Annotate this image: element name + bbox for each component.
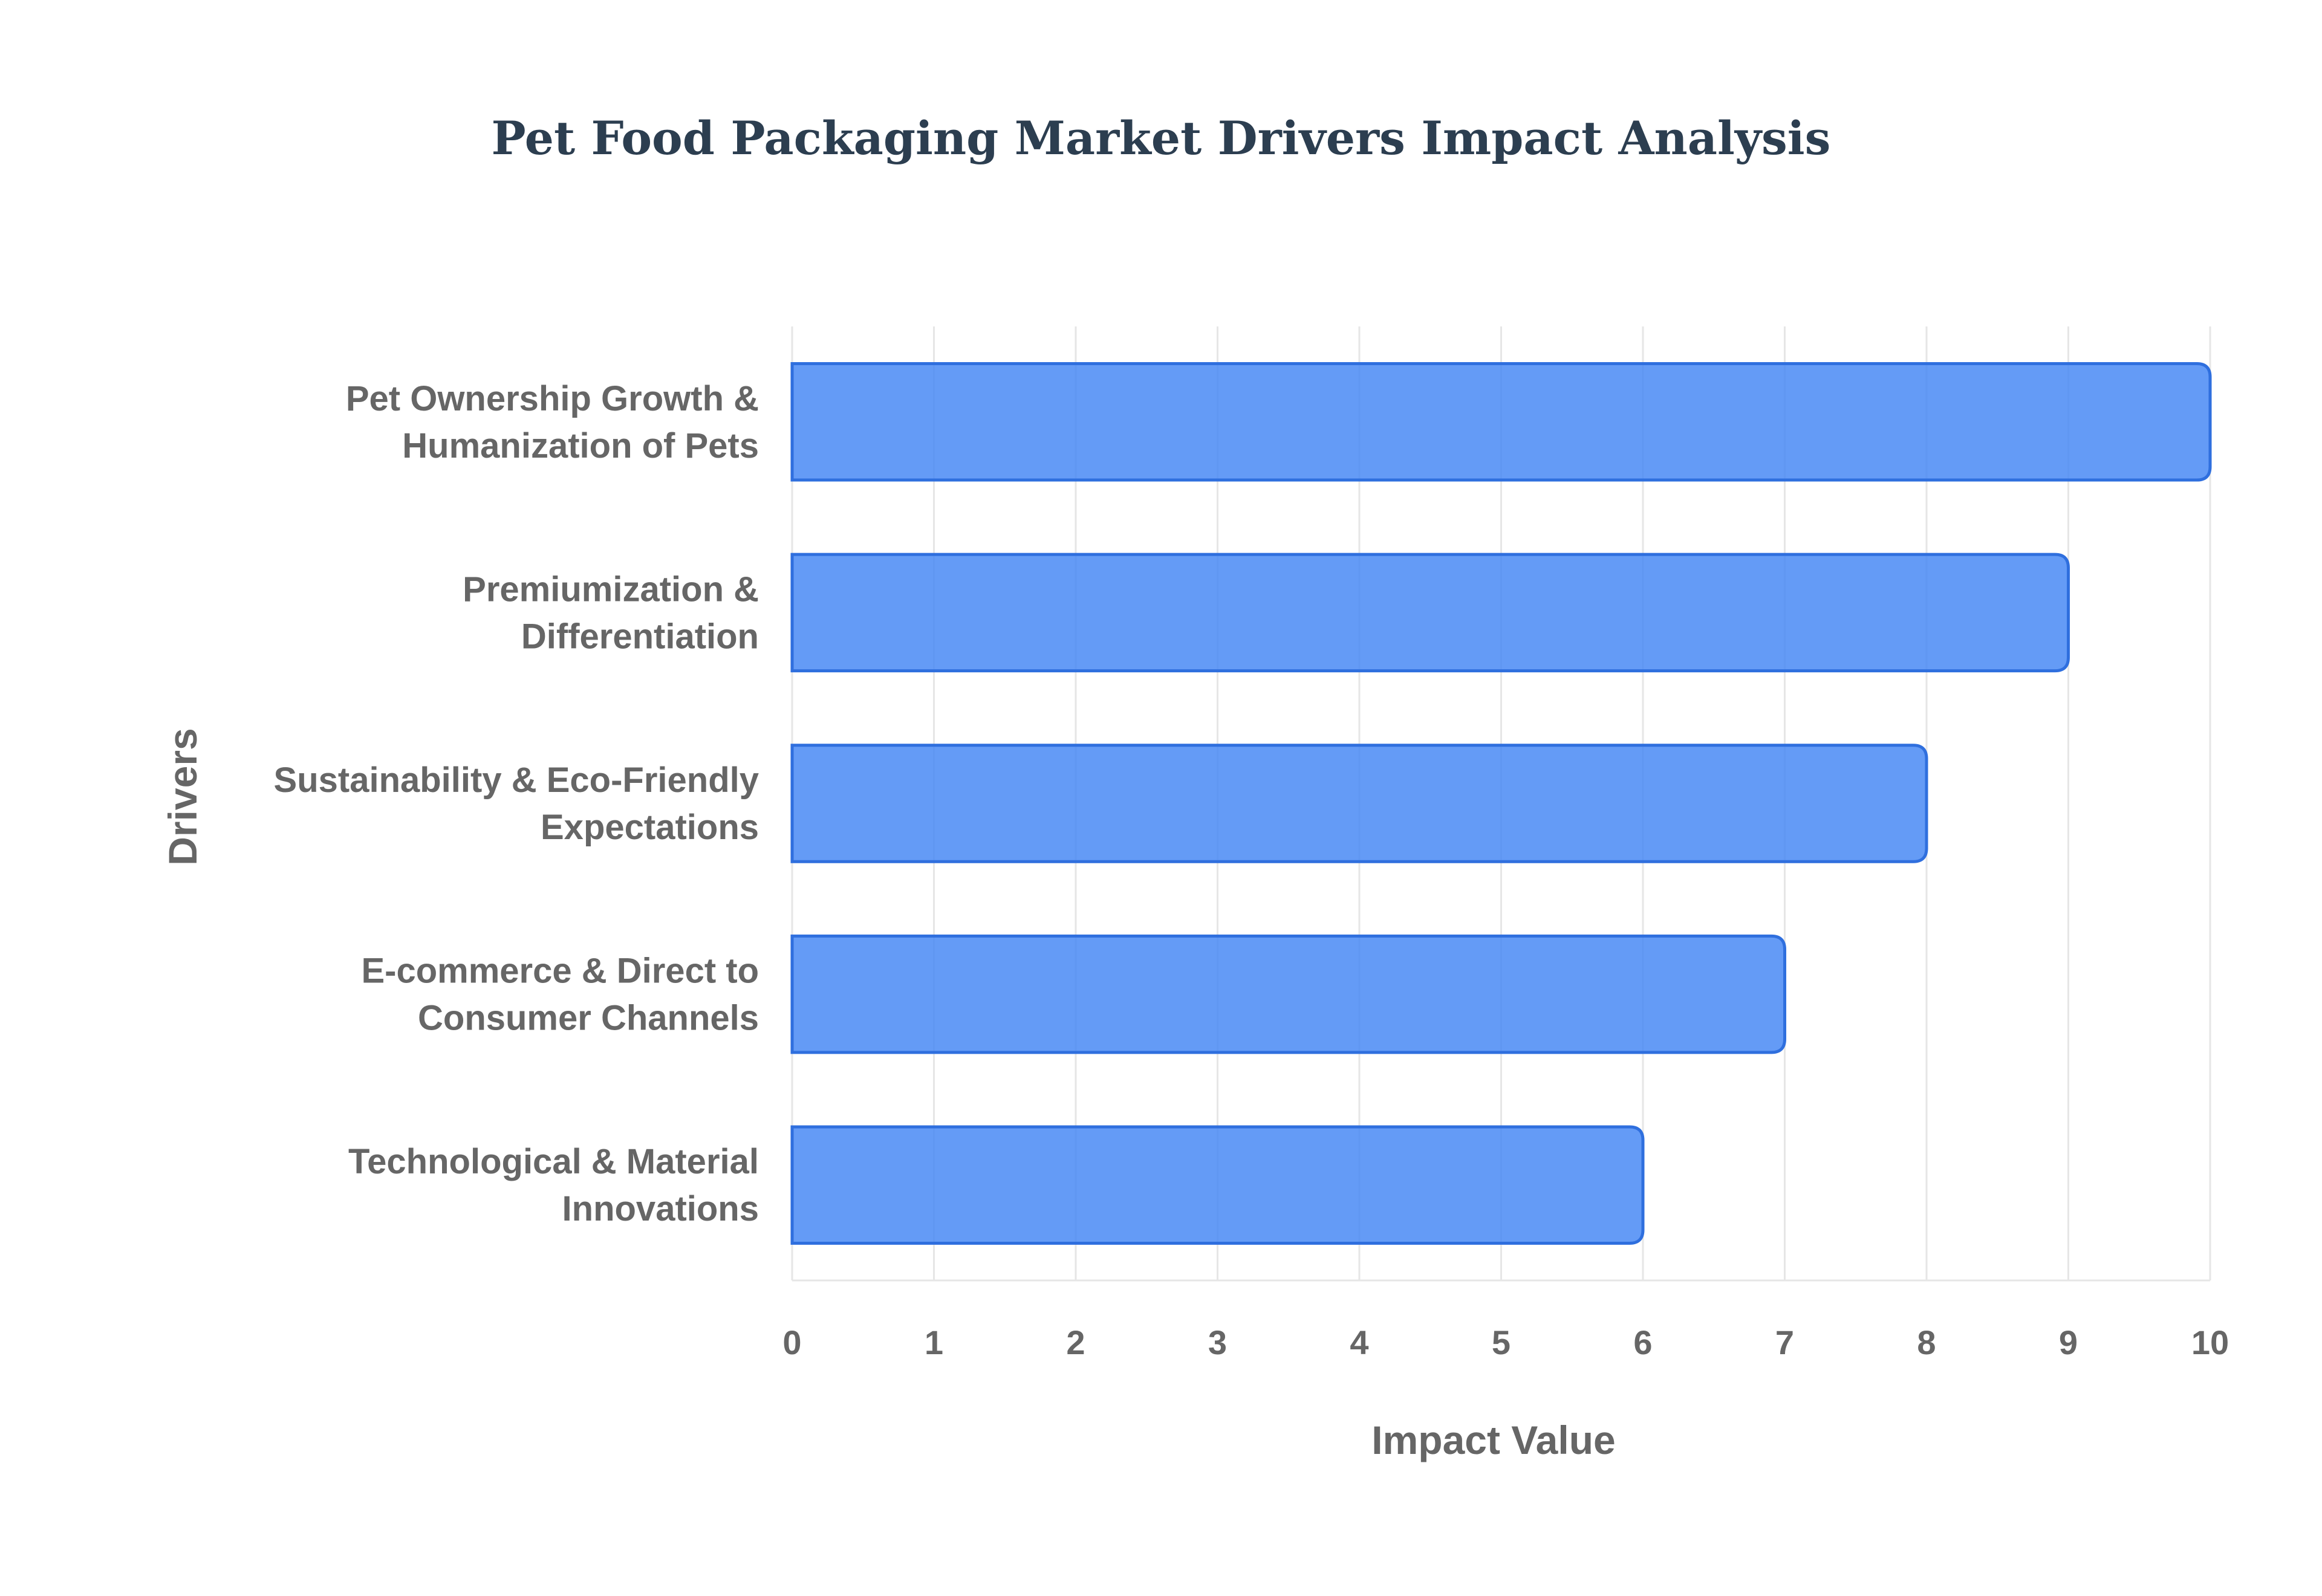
x-tick-label-7: 7: [1775, 1323, 1794, 1361]
x-tick-label-2: 2: [1066, 1323, 1085, 1361]
y-axis-title: Drivers: [160, 728, 205, 866]
bars: [790, 362, 2212, 1245]
category-label-0-line-1: Humanization of Pets: [402, 426, 759, 465]
x-tick-label-8: 8: [1917, 1323, 1936, 1361]
category-label-0-line-0: Pet Ownership Growth &: [346, 379, 759, 418]
category-label-1-line-1: Differentiation: [521, 617, 759, 656]
category-labels: Pet Ownership Growth & Humanization of Pe…: [274, 379, 759, 1228]
x-tick-label-3: 3: [1208, 1323, 1227, 1361]
category-label-3-line-1: Consumer Channels: [418, 999, 759, 1038]
x-tick-label-10: 10: [2191, 1323, 2229, 1361]
category-label-3-line-0: E-commerce & Direct to: [361, 952, 759, 991]
x-axis-title: Impact Value: [1371, 1418, 1616, 1462]
bar-4[interactable]: [790, 1125, 1645, 1245]
x-tick-label-9: 9: [2059, 1323, 2078, 1361]
category-label-1-line-0: Premiumization &: [463, 569, 759, 609]
category-label-4-line-0: Technological & Material: [348, 1142, 759, 1181]
bar-0[interactable]: [790, 362, 2212, 482]
bar-1[interactable]: [790, 553, 2070, 673]
category-label-2-line-1: Expectations: [541, 808, 759, 847]
category-label-4-line-1: Innovations: [562, 1189, 759, 1228]
x-tick-label-1: 1: [925, 1323, 943, 1361]
x-tick-label-5: 5: [1492, 1323, 1511, 1361]
category-label-2-line-0: Sustainability & Eco-Friendly: [274, 761, 759, 800]
bar-3[interactable]: [790, 934, 1786, 1054]
x-tick-label-0: 0: [782, 1323, 801, 1361]
chart-title: Pet Food Packaging Market Drivers Impact…: [492, 111, 1831, 165]
x-tick-label-4: 4: [1350, 1323, 1368, 1361]
bar-2[interactable]: [790, 744, 1928, 863]
x-tick-label-6: 6: [1633, 1323, 1652, 1361]
x-tick-labels: 0 1 2 3 4 5 6 7 8 9 10: [782, 1323, 2229, 1361]
